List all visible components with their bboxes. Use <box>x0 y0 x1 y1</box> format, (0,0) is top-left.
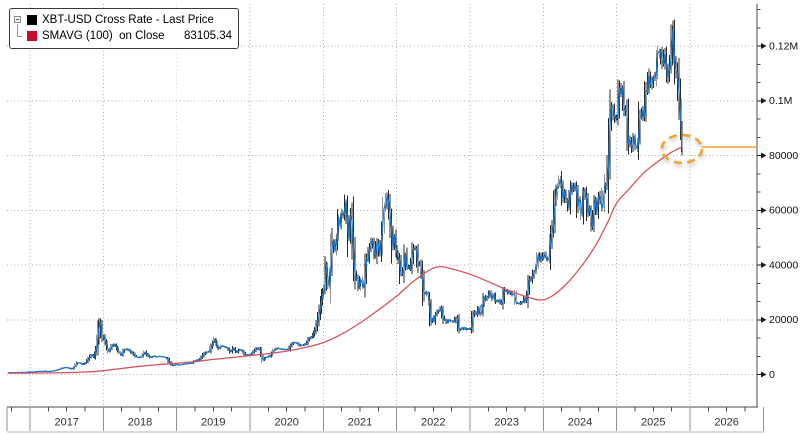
year-label: 2025 <box>641 417 665 429</box>
y-tick-arrow-icon <box>761 43 767 49</box>
y-tick-arrow-icon <box>761 371 767 378</box>
highlight-ellipse <box>660 133 704 165</box>
axis-labels: 0 20000 40000 60000 80000 0.1M 0.12M 2017 2018 20… <box>54 40 798 428</box>
y-tick-arrow-icon <box>761 316 767 323</box>
y-tick-label: 0.1M <box>769 95 792 107</box>
y-tick-label: 40000 <box>769 259 798 271</box>
smavg-series-value: 83105.34 <box>184 30 232 42</box>
tree-connector-stub <box>17 36 22 37</box>
y-tick-arrow-icon <box>761 97 767 104</box>
year-label: 2019 <box>201 417 225 429</box>
legend-row-smavg[interactable]: SMAVG (100) on Close 83105.34 <box>27 28 232 44</box>
sma-path <box>7 146 683 374</box>
legend-box[interactable]: XBT-USD Cross Rate - Last Price SMAVG (1… <box>9 8 239 49</box>
year-label: 2022 <box>421 417 445 429</box>
y-tick-arrow-icon <box>761 262 767 268</box>
annotations <box>660 133 757 165</box>
price-series-label: XBT-USD Cross Rate - Last Price <box>42 14 214 26</box>
tree-collapse-icon[interactable] <box>14 16 21 23</box>
price-highlow-bars <box>7 19 683 374</box>
y-tick-arrow-icon <box>761 207 767 214</box>
price-highlow-bars-path <box>7 19 683 374</box>
smavg-series-label: SMAVG (100) on Close <box>42 30 165 42</box>
price-series-swatch <box>27 15 37 25</box>
y-tick-label: 20000 <box>769 314 798 326</box>
axes <box>6 4 764 433</box>
year-label: 2018 <box>128 417 152 429</box>
year-label: 2021 <box>348 417 372 429</box>
year-label: 2020 <box>274 417 298 429</box>
year-label: 2024 <box>568 417 592 429</box>
legend-row-price[interactable]: XBT-USD Cross Rate - Last Price <box>27 12 232 28</box>
tree-connector-line <box>17 24 18 36</box>
y-tick-label: 0 <box>769 369 775 381</box>
legend-tree <box>13 12 25 44</box>
gridlines <box>7 4 756 406</box>
sma-line <box>7 146 683 374</box>
year-label: 2026 <box>714 417 738 429</box>
price-close-polyline <box>7 29 683 374</box>
y-tick-label: 0.12M <box>769 40 798 52</box>
y-tick-arrow-icon <box>761 152 767 159</box>
y-tick-label: 80000 <box>769 150 798 162</box>
price-close-line <box>7 29 683 374</box>
y-tick-label: 60000 <box>769 205 798 217</box>
year-label: 2017 <box>54 417 78 429</box>
smavg-series-swatch <box>27 31 37 41</box>
year-label: 2023 <box>494 417 518 429</box>
